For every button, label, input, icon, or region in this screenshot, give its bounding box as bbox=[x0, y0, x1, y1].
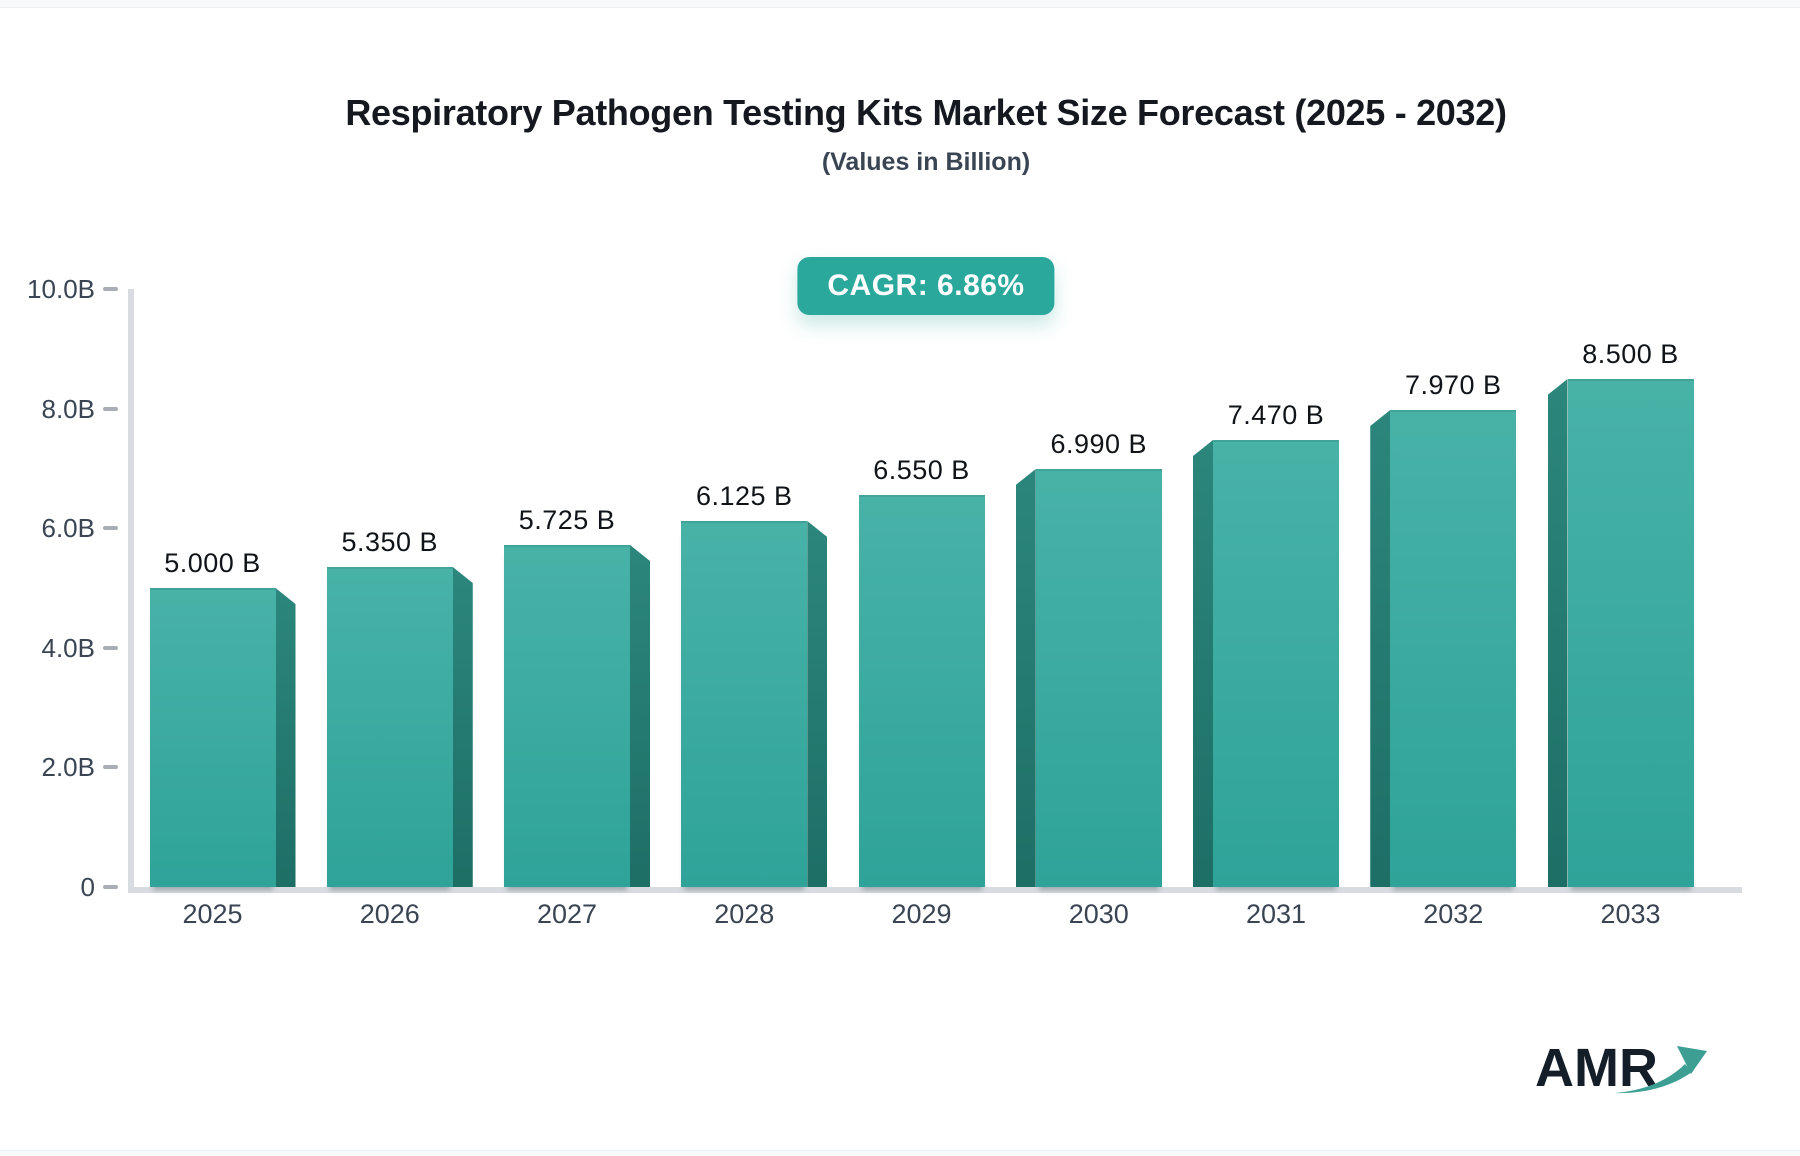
y-tick bbox=[103, 406, 118, 411]
plot-area: 10.0B 8.0B 6.0B 4.0B 2.0B 0 5.000 B 5.350 B 5.7… bbox=[27, 276, 1742, 928]
cagr-badge: CAGR: 6.86% bbox=[797, 257, 1055, 315]
y-axis-label: 8.0B bbox=[41, 393, 96, 424]
bar-2032 bbox=[1390, 410, 1517, 887]
x-axis-label-2027: 2027 bbox=[536, 899, 598, 929]
bar-value-label-2028: 6.125 B bbox=[695, 481, 793, 511]
x-axis-label-2030: 2030 bbox=[1068, 899, 1129, 929]
amr-logo: AMR bbox=[1535, 1038, 1735, 1108]
amr-logo-text: AMR bbox=[1535, 1038, 1658, 1098]
bar-2025-side-face bbox=[275, 588, 296, 887]
x-axis-label-2025: 2025 bbox=[182, 899, 243, 929]
bar-value-label-2026: 5.350 B bbox=[341, 527, 439, 557]
bar-2033-side-face bbox=[1547, 379, 1568, 887]
bar-2030-side-face bbox=[1015, 469, 1036, 887]
y-axis-label: 6.0B bbox=[41, 513, 96, 544]
x-axis-label-2031: 2031 bbox=[1245, 899, 1307, 929]
y-tick bbox=[103, 645, 118, 650]
bar-value-label-2032: 7.970 B bbox=[1404, 370, 1502, 400]
bar-2026-side-face bbox=[452, 567, 473, 887]
bar-value-label-2031: 7.470 B bbox=[1227, 400, 1325, 430]
bar-value-label-2025: 5.000 B bbox=[164, 548, 261, 578]
y-tick bbox=[103, 765, 118, 770]
bar-2032-side-face bbox=[1370, 410, 1391, 887]
x-axis-baseline bbox=[128, 887, 1742, 893]
growth-arrow-icon bbox=[1615, 1046, 1707, 1094]
y-axis-line bbox=[128, 289, 134, 887]
y-tick bbox=[103, 287, 118, 291]
y-tick bbox=[103, 526, 118, 531]
bar-2031 bbox=[1213, 440, 1339, 887]
bar-value-label-2027: 5.725 B bbox=[518, 505, 616, 535]
y-axis-label: 10.0B bbox=[27, 274, 95, 304]
bar-2025 bbox=[149, 588, 276, 887]
x-axis-label-2029: 2029 bbox=[891, 899, 952, 929]
chart-title: Respiratory Pathogen Testing Kits Market… bbox=[345, 92, 1507, 133]
bar-value-label-2033: 8.500 B bbox=[1582, 339, 1679, 369]
bar-2027-side-face bbox=[630, 545, 650, 887]
bar-2026 bbox=[326, 567, 453, 887]
bar-2033 bbox=[1567, 379, 1694, 887]
x-axis-label-2026: 2026 bbox=[359, 899, 420, 929]
bar-2031-side-face bbox=[1193, 440, 1213, 887]
page-top-strip bbox=[0, 0, 1800, 8]
y-axis-label: 4.0B bbox=[41, 632, 96, 663]
bar-2029 bbox=[858, 495, 985, 887]
x-axis-label-2033: 2033 bbox=[1600, 899, 1661, 929]
bar-2030 bbox=[1035, 469, 1162, 887]
bar-2028 bbox=[681, 521, 808, 887]
bar-value-label-2030: 6.990 B bbox=[1050, 429, 1148, 459]
page-bottom-strip bbox=[0, 1150, 1800, 1156]
bar-2028-side-face bbox=[807, 521, 828, 887]
y-axis-label: 0 bbox=[80, 872, 95, 902]
y-axis-label: 2.0B bbox=[41, 752, 96, 783]
bar-2027 bbox=[504, 545, 630, 887]
y-tick bbox=[103, 885, 118, 889]
x-axis-label-2032: 2032 bbox=[1423, 899, 1484, 929]
chart-subtitle: (Values in Billion) bbox=[821, 148, 1031, 176]
x-axis-label-2028: 2028 bbox=[714, 899, 775, 929]
bar-value-label-2029: 6.550 B bbox=[873, 455, 970, 485]
